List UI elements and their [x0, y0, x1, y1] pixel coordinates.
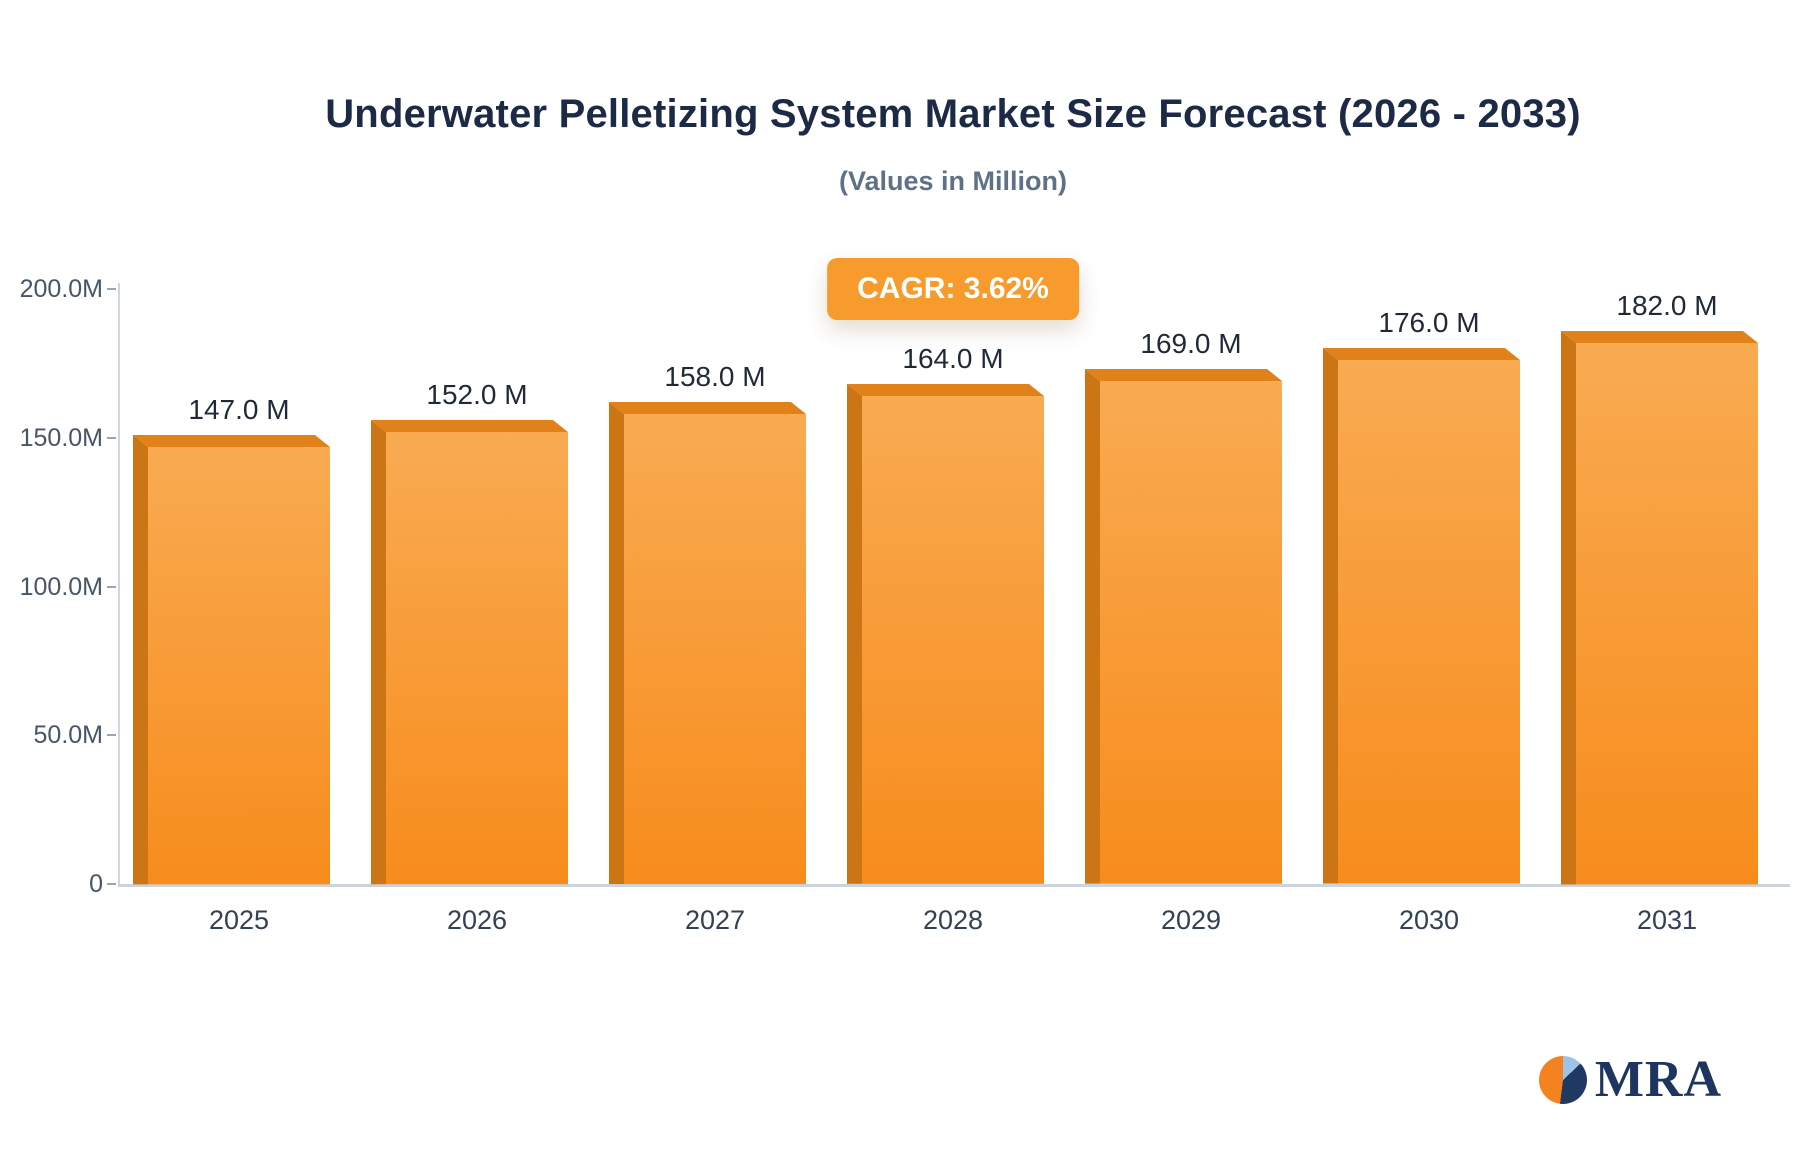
- bar-side-face: [1323, 348, 1338, 884]
- bar-front-face: [1338, 360, 1520, 884]
- chart-subtitle: (Values in Million): [838, 166, 1068, 196]
- y-axis-line: [118, 283, 120, 884]
- bar[interactable]: [1561, 330, 1758, 885]
- bar-value-label: 164.0 M: [902, 343, 1004, 375]
- x-axis-label: 2029: [1160, 905, 1222, 935]
- bar-side-face: [609, 401, 624, 884]
- bar-value-label: 152.0 M: [426, 378, 528, 410]
- bar-side-face: [847, 384, 862, 884]
- chart-title: Underwater Pelletizing System Market Siz…: [325, 92, 1581, 136]
- y-axis-tick-mark: [107, 585, 116, 588]
- bar-top-face: [1561, 330, 1758, 343]
- y-axis-tick-label: 100.0M: [19, 572, 103, 601]
- brand-logo-text: MRA: [1594, 1051, 1722, 1108]
- bar-front-face: [386, 431, 568, 884]
- y-axis-tick-mark: [107, 288, 116, 290]
- pie-chart-icon: [1538, 1056, 1587, 1104]
- y-axis-tick-label: 200.0M: [19, 275, 103, 303]
- cagr-badge: CAGR: 3.62%: [827, 258, 1079, 320]
- bar-top-face: [609, 401, 806, 414]
- bar-side-face: [1085, 369, 1100, 884]
- y-axis-tick-mark: [107, 734, 116, 737]
- bar-top-face: [371, 419, 568, 432]
- x-axis-label: 2026: [446, 905, 508, 935]
- bar-top-face: [1085, 369, 1282, 382]
- x-axis-label: 2031: [1636, 905, 1698, 935]
- bar[interactable]: [371, 419, 568, 885]
- x-axis-label: 2025: [208, 905, 270, 935]
- y-axis-tick-label: 50.0M: [33, 721, 103, 750]
- bar[interactable]: [1323, 348, 1520, 884]
- bar[interactable]: [847, 384, 1044, 884]
- y-axis-tick-mark: [107, 436, 116, 439]
- bar-front-face: [148, 446, 330, 884]
- x-axis-label: 2028: [922, 905, 984, 935]
- bar-top-face: [847, 384, 1044, 397]
- bar-value-label: 169.0 M: [1140, 328, 1242, 360]
- y-axis-tick-label: 150.0M: [19, 423, 103, 452]
- y-axis-tick-label: 0: [89, 870, 103, 898]
- bar-value-label: 176.0 M: [1378, 307, 1480, 339]
- y-axis-tick-mark: [107, 883, 116, 885]
- bar[interactable]: [609, 401, 806, 885]
- bar-value-label: 182.0 M: [1616, 289, 1718, 321]
- bar-side-face: [1561, 330, 1576, 884]
- bar[interactable]: [1085, 369, 1282, 884]
- x-axis-label: 2027: [684, 905, 746, 935]
- bar-front-face: [1576, 342, 1758, 884]
- bar-side-face: [371, 419, 386, 884]
- bar-top-face: [133, 434, 330, 447]
- x-axis-line: [118, 884, 1790, 887]
- bar-front-face: [624, 413, 806, 884]
- bar[interactable]: [133, 434, 330, 885]
- brand-logo: MRA: [1538, 1051, 1722, 1108]
- bar-front-face: [862, 396, 1044, 884]
- bar-value-label: 147.0 M: [188, 393, 290, 425]
- bar-front-face: [1100, 381, 1282, 884]
- bar-top-face: [1323, 348, 1520, 361]
- x-axis-label: 2030: [1398, 905, 1460, 935]
- bar-value-label: 158.0 M: [664, 360, 766, 392]
- bar-side-face: [133, 434, 148, 884]
